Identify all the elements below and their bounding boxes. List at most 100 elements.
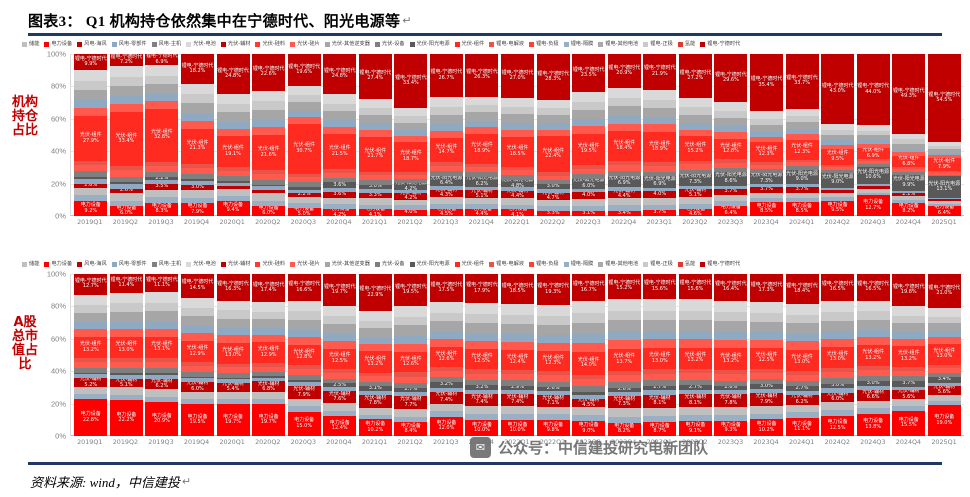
legend-item[interactable]: 锂电-宁德时代 (700, 42, 740, 48)
bar-column[interactable]: 电力设备 9.2% 2.6% 光伏-组件 27.9% 锂电-宁德时代 9.9% (74, 54, 108, 216)
x-axis-top: 2019Q1 2019Q2 2019Q3 2019Q4 2020Q1 2020Q2 2020… (70, 218, 964, 232)
legend-item[interactable]: 锂电-电解液 (489, 42, 524, 48)
legend-item[interactable]: 氢能 (677, 42, 695, 48)
x-axis-tick: 2020Q3 (290, 218, 317, 226)
bar-column[interactable]: 电力设备 22.8% 光伏-辅材 5.2% 光伏-组件 13.2% 锂电-宁德时代 12.7% (74, 274, 108, 436)
bar-column[interactable]: 电力设备 8.5% 3.7% 光伏-阳光电源 9.0% 光伏-组件 12.3% 锂电-宁德时代… (785, 54, 819, 216)
legend-item[interactable]: 锂电-隔膜 (563, 42, 593, 48)
bar-column[interactable]: 4.0% 光伏-辅材 4.2% 光伏-阳光电源 4.2% 光伏-组件 18.7% 锂电-宁德时… (394, 54, 428, 216)
bar-column[interactable]: 电力设备 9.1% 光伏-辅材 8.1% 2.7% 光伏-组件 13.2% 锂电-宁德时代 15… (678, 274, 712, 436)
legend-item[interactable]: 风电-零部件 (111, 42, 147, 48)
legend-item[interactable]: 风电-零部件 (111, 262, 147, 268)
bar-column[interactable]: 电力设备 20.9% 光伏-辅材 6.2% 光伏-组件 13.1% 锂电-宁德时代 11.1% (145, 274, 179, 436)
bar-segment-labeled: 2.6% (109, 188, 143, 193)
bar-column[interactable]: 电力设备 10.2% 光伏-辅材 7.8% 3.1% 光伏-组件 13.2% 锂电-宁德时代 2… (358, 274, 392, 436)
bar-column[interactable]: 电力设备 9.3% 光伏-辅材 7.8% 2.6% 光伏-组件 13.2% 锂电-宁德时代 16… (714, 274, 748, 436)
legend-item[interactable]: 光伏-其他逆变器 (324, 42, 370, 48)
bar-column[interactable]: 电力设备 9.0% 光伏-辅材 4.5% 光伏-组件 14.0% 锂电-宁德时代 16.7% (572, 274, 606, 436)
bar-column[interactable]: 电力设备 8.2% 光伏-辅材 7.3% 2.6% 光伏-组件 13.7% 锂电-宁德时代 15… (607, 274, 641, 436)
bar-column[interactable]: 电力设备 8.3% 3.5% 2.2% 光伏-组件 32.8% 锂电-宁德时代 6.9% (145, 54, 179, 216)
legend-item[interactable]: 光伏-硅片 (290, 262, 320, 268)
legend-item[interactable]: 锂电-负极 (528, 42, 559, 48)
bar-column[interactable]: 电力设备 9.8% 光伏-辅材 7.1% 2.6% 光伏-组件 12.3% 锂电-宁德时代 19… (536, 274, 570, 436)
bar-column[interactable]: 电力设备 15.5% 光伏-辅材 5.6% 3.7% 光伏-组件 13.2% 锂电-宁德时代 1… (892, 274, 926, 436)
bar-column[interactable]: 电力设备 12.5% 光伏-辅材 6.0% 3.0% 光伏-组件 13.0% 锂电-宁德时代 1… (821, 274, 855, 436)
legend-item[interactable]: 锂电-其他电池 (598, 262, 638, 268)
bar-column[interactable]: 电力设备 19.5% 光伏-辅材 6.0% 光伏-组件 12.9% 锂电-宁德时代 14.5% (180, 274, 214, 436)
bar-segment (323, 168, 357, 173)
legend-item[interactable]: 光伏-阳光电源 (409, 262, 450, 268)
legend-item[interactable]: 光伏-硅料 (255, 42, 285, 48)
bar-column[interactable]: 电力设备 4.2% 3.6% 3.6% 光伏-组件 21.5% 锂电-宁德时代 24.8% (323, 54, 357, 216)
bar-column[interactable]: 电力设备 5.0% 2.2% 光伏-组件 30.7% 锂电-宁德时代 19.6% (287, 54, 321, 216)
bar-column[interactable]: 3.4% 光伏-辅材 4.4% 光伏-阳光电源 6.9% 光伏-组件 18.4% 锂电-宁德时… (607, 54, 641, 216)
bar-segment (749, 165, 783, 170)
bar-segment-label: 锂电-宁德时代 14.5% (181, 279, 214, 291)
bar-column[interactable]: 电力设备 4.4% 光伏-辅材 5.1% 光伏-阳光电源 6.2% 光伏-组件 18.9% 锂电… (465, 54, 499, 216)
legend-item[interactable]: 锂电-隔膜 (563, 262, 593, 268)
bar-column[interactable]: 3.7% 4.0% 光伏-阳光电源 6.9% 光伏-组件 18.9% 锂电-宁德时代 21.9… (643, 54, 677, 216)
legend-item[interactable]: 锂电-其他电池 (598, 42, 638, 48)
bar-column[interactable]: 电力设备 13.8% 光伏-辅材 6.6% 3.0% 光伏-组件 13.2% 锂电-宁德时代 1… (856, 274, 890, 436)
bar-segment (821, 170, 855, 174)
legend-item[interactable]: 锂电-宁德时代 (700, 262, 740, 268)
bar-column[interactable]: 电力设备 10.0% 光伏-辅材 7.4% 3.2% 光伏-组件 12.5% 锂电-宁德时代 1… (465, 274, 499, 436)
bar-column[interactable]: 电力设备 19.7% 光伏-辅材 5.4% 光伏-组件 13.0% 锂电-宁德时代 16.3% (216, 274, 250, 436)
legend-item[interactable]: 储能 (22, 42, 39, 48)
legend-item[interactable]: 光伏-其他逆变器 (324, 262, 370, 268)
bar-column[interactable]: 电力设备 8.2% 2.1% 光伏-阳光电源 9.9% 光伏-组件 6.8% 锂电-宁德时代 4… (892, 54, 926, 216)
legend-item[interactable]: 锂电-电解液 (489, 262, 524, 268)
bar-column[interactable]: 电力设备 15.0% 光伏-辅材 7.9% 光伏-组件 12.8% 锂电-宁德时代 16.6% (287, 274, 321, 436)
legend-item[interactable]: 光伏-设备 (374, 262, 405, 268)
legend-item[interactable]: 风电-主机 (151, 42, 181, 48)
legend-item[interactable]: 光伏-辅材 (220, 42, 250, 48)
bar-column[interactable]: 电力设备 12.4% 光伏-辅材 7.6% 2.5% 光伏-组件 12.5% 锂电-宁德时代 1… (323, 274, 357, 436)
bar-column[interactable]: 电力设备 6.0% 2.6% 光伏-组件 33.4% 锂电-宁德时代 7.2% (109, 54, 143, 216)
bar-column[interactable]: 电力设备 12.7% 光伏-阳光电源 10.6% 光伏-组件 6.9% 锂电-宁德时代 44.… (856, 54, 890, 216)
legend-item[interactable]: 光伏-辅材 (220, 262, 250, 268)
bar-column[interactable]: 电力设备 19.7% 光伏-辅材 6.8% 光伏-组件 12.9% 锂电-宁德时代 17.4% (252, 274, 286, 436)
legend-item[interactable]: 风电-海风 (77, 42, 107, 48)
legend-item[interactable]: 电力设备 (44, 42, 72, 48)
legend-item[interactable]: 风电-主机 (151, 262, 181, 268)
legend-item[interactable]: 风电-海风 (77, 262, 107, 268)
bar-column[interactable]: 电力设备 7.9% 3.0% 光伏-组件 21.3% 锂电-宁德时代 18.2% (180, 54, 214, 216)
bar-column[interactable]: 电力设备 6.4% 3.7% 光伏-阳光电源 8.6% 光伏-组件 12.8% 锂电-宁德时代… (714, 54, 748, 216)
bar-column[interactable]: 电力设备 6.0% 光伏-组件 21.6% 锂电-宁德时代 22.6% (252, 54, 286, 216)
bar-column[interactable]: 电力设备 22.2% 光伏-辅材 5.1% 光伏-组件 13.0% 锂电-宁德时代 11.4% (109, 274, 143, 436)
bar-column[interactable]: 电力设备 12.0% 光伏-辅材 7.4% 3.2% 光伏-组件 12.6% 锂电-宁德时代 1… (429, 274, 463, 436)
bar-column[interactable]: 电力设备 8.5% 3.7% 光伏-阳光电源 7.3% 光伏-组件 12.3% 锂电-宁德时代… (749, 54, 783, 216)
bar-column[interactable]: 电力设备 19.0% 光伏-辅材 5.6% 3.4% 光伏-组件 13.0% 锂电-宁德时代 2… (927, 274, 961, 436)
legend-item[interactable]: 光伏-组件 (454, 42, 484, 48)
legend-item[interactable]: 光伏-组件 (454, 262, 484, 268)
legend-item[interactable]: 锂电-正极 (643, 42, 673, 48)
bar-column[interactable]: 电力设备 8.7% 光伏-辅材 8.1% 2.7% 光伏-组件 13.0% 锂电-宁德时代 15… (643, 274, 677, 436)
bar-column[interactable]: 电力设备 10.2% 光伏-辅材 7.9% 3.0% 光伏-组件 12.5% 锂电-宁德时代 1… (749, 274, 783, 436)
bar-column[interactable]: 3.3% 光伏-辅材 4.7% 3.0% 光伏-组件 22.4% 锂电-宁德时代 28.3% (536, 54, 570, 216)
bar-column[interactable]: 电力设备 4.5% 光伏-辅材 4.3% 光伏-阳光电源 6.4% 光伏-组件 14.7% 锂电… (429, 54, 463, 216)
legend-item[interactable]: 锂电-正极 (643, 262, 673, 268)
bar-column[interactable]: 电力设备 10.0% 光伏-辅材 7.4% 2.9% 光伏-组件 12.4% 锂电-宁德时代 1… (501, 274, 535, 436)
legend-item[interactable]: 电力设备 (44, 262, 72, 268)
legend-item[interactable]: 储能 (22, 262, 39, 268)
bar-column[interactable]: 电力设备 4.6% 光伏-辅材 5.1% 光伏-阳光电源 7.3% 光伏-组件 15.2% 锂电… (678, 54, 712, 216)
bar-column[interactable]: 电力设备 9.4% 光伏-组件 19.1% 锂电-宁德时代 24.8% (216, 54, 250, 216)
legend-item[interactable]: 光伏-电池 (186, 262, 216, 268)
legend-item[interactable]: 光伏-电池 (186, 42, 216, 48)
x-axis-tick: 2021Q3 (433, 218, 459, 226)
bar-column[interactable]: 电力设备 6.4% 光伏-阳光电源 13.1% 光伏-组件 7.9% 锂电-宁德时代 54.5… (927, 54, 961, 216)
bar-column[interactable]: 电力设备 11.1% 光伏-辅材 6.2% 2.7% 光伏-组件 13.0% 锂电-宁德时代 1… (785, 274, 819, 436)
legend-item[interactable]: 光伏-设备 (374, 42, 405, 48)
bar-column[interactable]: 电力设备 8.4% 光伏-辅材 7.7% 2.7% 光伏-组件 12.6% 锂电-宁德时代 19… (394, 274, 428, 436)
legend-item[interactable]: 光伏-硅片 (290, 42, 320, 48)
bar-column[interactable]: 电力设备 9.5% 光伏-阳光电源 9.0% 光伏-组件 9.5% 锂电-宁德时代 43.0% (821, 54, 855, 216)
bar-segment-label: 光伏-组件 18.9% (648, 140, 671, 152)
legend-item[interactable]: 锂电-负极 (528, 262, 559, 268)
bar-column[interactable]: 3.1% 4.0% 光伏-阳光电源 6.0% 光伏-组件 19.5% 锂电-宁德时代 23.5… (572, 54, 606, 216)
legend-item[interactable]: 光伏-阳光电源 (409, 42, 450, 48)
legend-item[interactable]: 光伏-硅料 (255, 262, 285, 268)
bar-segment-label: 锂电-宁德时代 19.8% (892, 283, 925, 296)
legend-item[interactable]: 氢能 (677, 262, 695, 268)
